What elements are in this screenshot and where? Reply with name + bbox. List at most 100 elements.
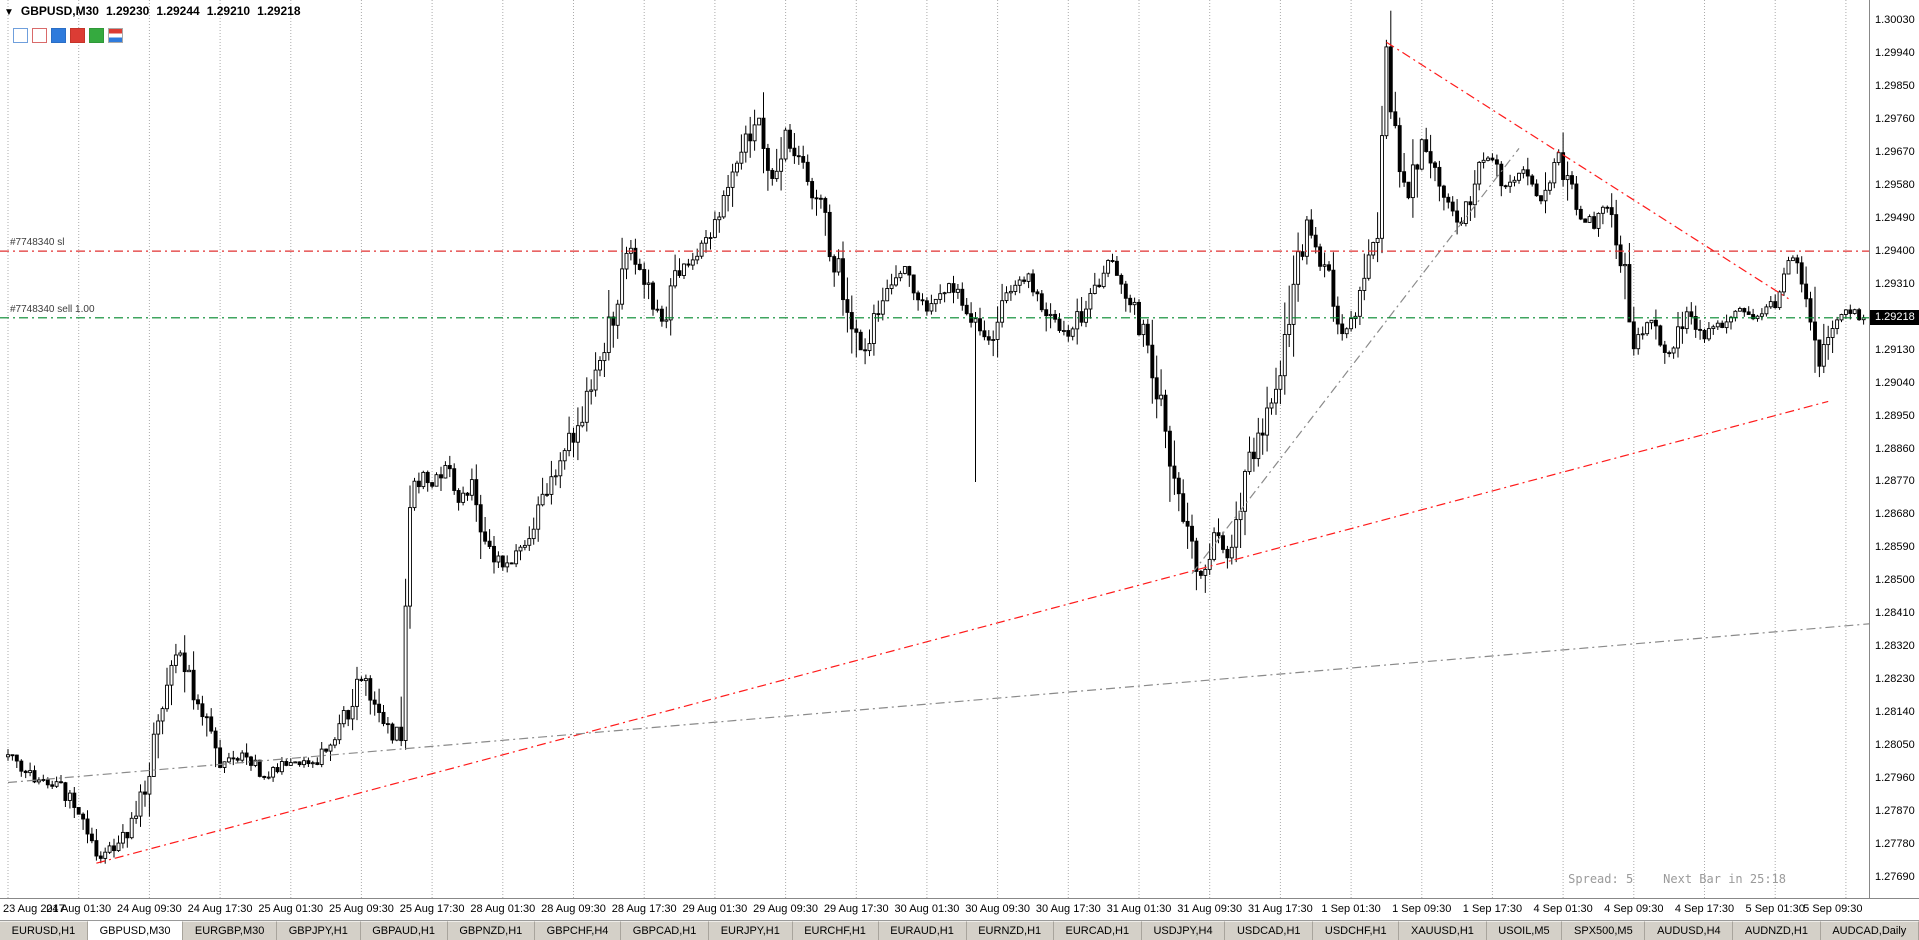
time-tick-label: 29 Aug 01:30 (682, 903, 748, 915)
time-tick-label: 1 Sep 17:30 (1462, 903, 1523, 915)
sell-position-order-label: #7748340 sell 1.00 (10, 303, 95, 315)
price-tick-label: 1.28410 (1875, 607, 1915, 620)
tab-audnzd-h1[interactable]: AUDNZD,H1 (1733, 921, 1821, 940)
price-tick-label: 1.29130 (1875, 343, 1915, 356)
time-tick-label: 24 Aug 17:30 (187, 903, 253, 915)
symbol-name: GBPUSD,M30 (20, 4, 99, 18)
tab-usdjpy-h4[interactable]: USDJPY,H4 (1141, 921, 1226, 940)
bar-high-value: 1.29244 (156, 4, 200, 18)
bar-close-value: 1.29218 (257, 4, 301, 18)
price-tick-label: 1.28500 (1875, 574, 1915, 587)
time-tick-label: 31 Aug 01:30 (1106, 903, 1172, 915)
price-tick-label: 1.28320 (1875, 640, 1915, 653)
ascending-support-trendline[interactable] (96, 400, 1829, 864)
time-tick-label: 5 Sep 09:30 (1803, 903, 1863, 915)
time-tick-label: 1 Sep 09:30 (1392, 903, 1452, 915)
price-tick-label: 1.29310 (1875, 277, 1915, 290)
price-tick-label: 1.28950 (1875, 409, 1915, 422)
time-tick-label: 25 Aug 17:30 (399, 903, 465, 915)
time-tick-label: 28 Aug 01:30 (470, 903, 536, 915)
tab-usdcad-h1[interactable]: USDCAD,H1 (1225, 921, 1314, 940)
gray-shallow-trendline[interactable] (7, 621, 1870, 784)
time-tick-label: 28 Aug 17:30 (611, 903, 677, 915)
chart-nav-arrow-icon[interactable]: ▼ (4, 7, 14, 18)
time-tick-label: 24 Aug 09:30 (116, 903, 182, 915)
next-bar-timer-text: Next Bar in 25:18 (1663, 872, 1786, 886)
color-swatch-toolbar (13, 28, 123, 43)
tab-eurnzd-h1[interactable]: EURNZD,H1 (966, 921, 1054, 940)
tab-gbpchf-h4[interactable]: GBPCHF,H4 (535, 921, 622, 940)
candlestick-plot (0, 0, 1870, 898)
swatch-blue-button[interactable] (51, 28, 66, 43)
price-tick-label: 1.29760 (1875, 112, 1915, 125)
swatch-flag-button[interactable] (108, 28, 123, 43)
tab-audcad-daily[interactable]: AUDCAD,Daily (1820, 921, 1919, 940)
chart-tab-bar: EURUSD,H1 GBPUSD,M30 EURGBP,M30 GBPJPY,H1 GB… (0, 920, 1919, 940)
tab-eurgbp-m30[interactable]: EURGBP,M30 (183, 921, 278, 940)
bar-open-value: 1.29230 (105, 4, 150, 18)
price-axis[interactable]: 1.29218 1.30030 1.29940 1.29850 1.29760 1.29… (1869, 0, 1919, 898)
time-tick-label: 28 Aug 09:30 (541, 903, 606, 915)
price-tick-label: 1.29490 (1875, 211, 1915, 224)
time-tick-label: 29 Aug 17:30 (823, 903, 889, 915)
time-tick-label: 4 Sep 01:30 (1533, 903, 1593, 915)
price-tick-label: 1.27780 (1875, 838, 1915, 851)
swatch-green-button[interactable] (89, 28, 104, 43)
swatch-outline-red-button[interactable] (32, 28, 47, 43)
price-tick-label: 1.29580 (1875, 178, 1915, 191)
chart-canvas[interactable]: ▼ GBPUSD,M30 1.29230 1.29244 1.29210 1.29218 … (0, 0, 1870, 898)
time-tick-label: 1 Sep 01:30 (1321, 903, 1381, 915)
tab-spx500-m5[interactable]: SPX500,M5 (1562, 921, 1646, 940)
time-tick-label: 30 Aug 17:30 (1035, 903, 1101, 915)
stop-loss-order-label: #7748340 sl (10, 237, 65, 249)
price-tick-label: 1.28770 (1875, 475, 1915, 488)
time-tick-label: 30 Aug 09:30 (965, 903, 1031, 915)
time-tick-label: 29 Aug 09:30 (753, 903, 818, 915)
price-tick-label: 1.28860 (1875, 442, 1915, 455)
tab-xauusd-h1[interactable]: XAUUSD,H1 (1399, 921, 1487, 940)
price-tick-label: 1.30030 (1875, 13, 1915, 26)
price-tick-label: 1.28050 (1875, 739, 1915, 752)
time-tick-label: 5 Sep 01:30 (1745, 903, 1805, 915)
time-tick-label: 30 Aug 01:30 (894, 903, 960, 915)
tab-usdchf-h1[interactable]: USDCHF,H1 (1313, 921, 1400, 940)
tab-gbpjpy-h1[interactable]: GBPJPY,H1 (277, 921, 361, 940)
price-tick-label: 1.27870 (1875, 805, 1915, 818)
symbol-ohlc-line: ▼ GBPUSD,M30 1.29230 1.29244 1.29210 1.29218 (4, 4, 308, 18)
time-tick-label: 4 Sep 09:30 (1604, 903, 1664, 915)
time-tick-label: 24 Aug 01:30 (46, 903, 112, 915)
price-tick-label: 1.28140 (1875, 706, 1915, 719)
tab-gbpusd-m30[interactable]: GBPUSD,M30 (87, 921, 184, 940)
tab-eurcad-h1[interactable]: EURCAD,H1 (1053, 921, 1142, 940)
time-tick-label: 23 Aug 2017 (3, 903, 65, 915)
swatch-red-button[interactable] (70, 28, 85, 43)
price-tick-label: 1.29940 (1875, 46, 1915, 59)
descending-resistance-trendline[interactable] (1386, 41, 1789, 300)
tab-eurusd-h1[interactable]: EURUSD,H1 (0, 921, 88, 940)
tab-audusd-h4[interactable]: AUDUSD,H4 (1645, 921, 1734, 940)
price-tick-label: 1.29670 (1875, 145, 1915, 158)
swatch-outline-blue-button[interactable] (13, 28, 28, 43)
time-axis[interactable]: 23 Aug 2017 24 Aug 01:30 24 Aug 09:30 24 Au… (0, 898, 1919, 920)
time-tick-label: 4 Sep 17:30 (1674, 903, 1735, 915)
tab-gbpcad-h1[interactable]: GBPCAD,H1 (621, 921, 710, 940)
gray-steep-trendline[interactable] (1191, 148, 1520, 574)
price-tick-label: 1.28590 (1875, 541, 1915, 554)
tab-gbpnzd-h1[interactable]: GBPNZD,H1 (447, 921, 535, 940)
price-tick-label: 1.27960 (1875, 772, 1915, 785)
tab-eurjpy-h1[interactable]: EURJPY,H1 (709, 921, 793, 940)
price-tick-label: 1.28230 (1875, 673, 1915, 686)
price-tick-label: 1.28680 (1875, 508, 1915, 521)
time-tick-label: 31 Aug 17:30 (1247, 903, 1313, 915)
bar-low-value: 1.29210 (206, 4, 251, 18)
price-tick-label: 1.27690 (1875, 871, 1915, 884)
tab-usoil-m5[interactable]: USOIL,M5 (1486, 921, 1563, 940)
tab-gbpaud-h1[interactable]: GBPAUD,H1 (360, 921, 448, 940)
time-tick-label: 31 Aug 09:30 (1177, 903, 1243, 915)
tab-euraud-h1[interactable]: EURAUD,H1 (878, 921, 967, 940)
time-tick-label: 25 Aug 01:30 (258, 903, 324, 915)
current-price-badge: 1.29218 (1870, 310, 1919, 326)
time-tick-label: 25 Aug 09:30 (329, 903, 394, 915)
tab-eurchf-h1[interactable]: EURCHF,H1 (792, 921, 879, 940)
